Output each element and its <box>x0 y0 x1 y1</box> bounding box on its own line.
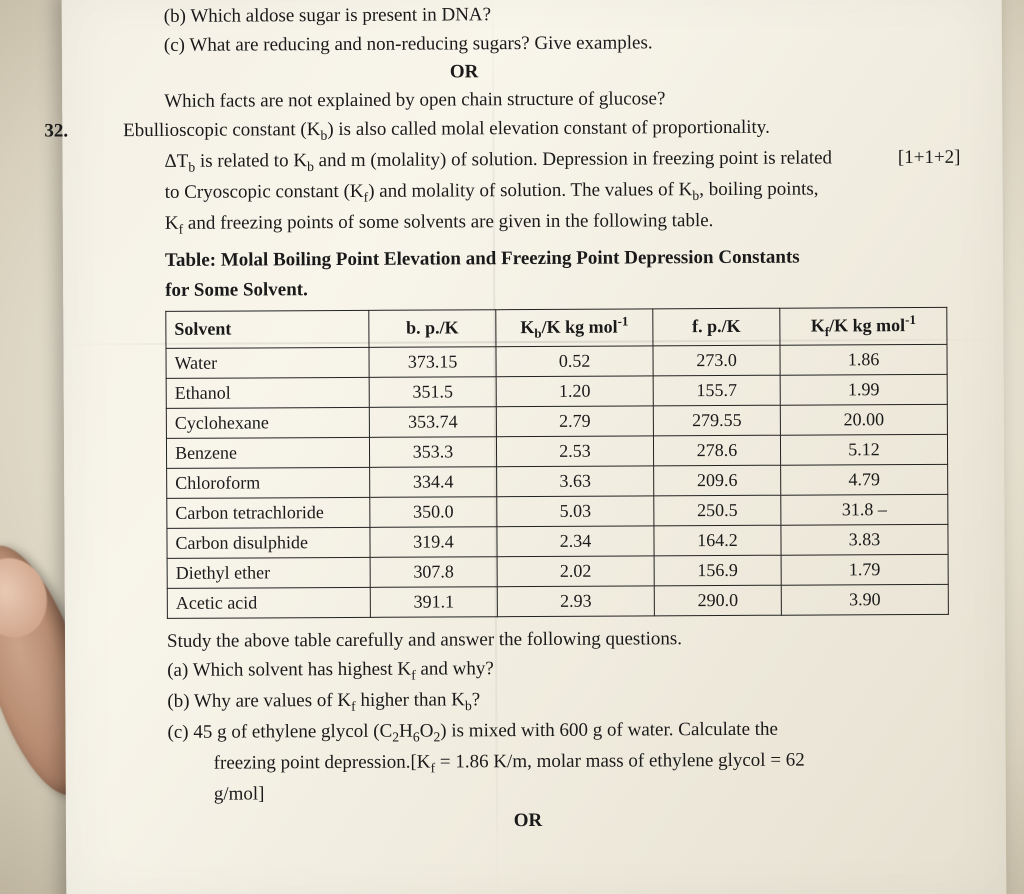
table-row: Ethanol351.51.20155.71.99 <box>166 374 947 408</box>
table-cell: Chloroform <box>167 467 370 498</box>
q32-line3: to Cryoscopic constant (Kf) and molality… <box>125 174 955 209</box>
table-cell: 278.6 <box>653 435 780 466</box>
table-cell: 3.83 <box>781 524 948 555</box>
table-title-sub: for Some Solvent. <box>125 272 955 306</box>
table-cell: Carbon disulphide <box>167 527 370 558</box>
table-cell: 155.7 <box>653 375 780 406</box>
table-cell: 279.55 <box>653 405 780 436</box>
table-cell: 164.2 <box>654 525 781 556</box>
table-cell: 353.3 <box>369 436 496 467</box>
table-body: Water373.150.52273.01.86Ethanol351.51.20… <box>166 344 948 618</box>
table-cell: Acetic acid <box>167 587 370 618</box>
sub-c-3: g/mol] <box>128 776 958 810</box>
table-row: Benzene353.32.53278.65.12 <box>166 434 947 468</box>
table-cell: 209.6 <box>654 465 781 496</box>
col-fp: f. p./K <box>653 308 780 345</box>
table-cell: 353.74 <box>369 406 496 437</box>
table-cell: 351.5 <box>369 376 496 407</box>
q32-text-2c: and m (molality) of solution. Depression… <box>314 148 832 172</box>
table-cell: 5.03 <box>497 496 654 527</box>
q32-text-4b: and freezing points of some solvents are… <box>183 210 713 234</box>
sub-b-q: (b) Why are values of Kf higher than Kb? <box>127 683 957 718</box>
q32-number: 32. <box>84 116 118 146</box>
table-cell: 20.00 <box>780 404 947 435</box>
q32-text-2b: is related to K <box>195 150 307 172</box>
table-cell: 319.4 <box>370 526 497 557</box>
col-bp: b. p./K <box>369 310 496 347</box>
q32-text-4a: K <box>165 213 179 234</box>
study-line: Study the above table carefully and answ… <box>127 623 957 657</box>
table-cell: 350.0 <box>370 496 497 527</box>
table-cell: 391.1 <box>370 586 497 617</box>
table-row: Carbon tetrachloride350.05.03250.531.8 – <box>167 494 948 528</box>
table-cell: 250.5 <box>654 495 781 526</box>
table-cell: 31.8 – <box>781 494 948 525</box>
q32-line1: 32. Ebullioscopic constant (Kb) is also … <box>124 112 954 147</box>
paper-sheet: (b) Which aldose sugar is present in DNA… <box>62 0 1007 894</box>
or-divider: OR <box>444 61 484 83</box>
table-row: Carbon disulphide319.42.34164.23.83 <box>167 524 948 558</box>
table-header-row: Solvent b. p./K Kb/K kg mol-1 f. p./K Kf… <box>166 308 947 349</box>
q32-line4: Kf and freezing points of some solvents … <box>125 205 955 240</box>
table-cell: Diethyl ether <box>167 557 370 588</box>
q32-text-1b: ) is also called molal elevation constan… <box>327 117 770 140</box>
table-cell: 290.0 <box>654 585 781 616</box>
table-cell: 1.79 <box>781 554 948 585</box>
q32-text-3c: , boiling points, <box>699 179 818 201</box>
table-cell: 373.15 <box>369 346 496 377</box>
table-cell: 273.0 <box>653 345 780 376</box>
table-cell: 2.79 <box>496 406 653 437</box>
table-cell: Benzene <box>166 437 369 468</box>
q32-text-3a: to Cryoscopic constant (K <box>165 181 364 203</box>
delta-t: ΔT <box>164 151 188 172</box>
table-row: Diethyl ether307.82.02156.91.79 <box>167 554 948 588</box>
col-kf: Kf/K kg mol-1 <box>780 308 947 345</box>
sub-c-1: (c) 45 g of ethylene glycol (C2H6O2) is … <box>127 714 957 749</box>
table-cell: 3.90 <box>781 584 948 615</box>
table-cell: 2.34 <box>497 526 654 557</box>
table-cell: 334.4 <box>370 466 497 497</box>
table-row: Acetic acid391.12.93290.03.90 <box>167 584 948 618</box>
table-row: Water373.150.52273.01.86 <box>166 344 947 378</box>
q32-line2: [1+1+2] ΔTb is related to Kb and m (mola… <box>124 143 954 178</box>
table-cell: Ethanol <box>166 377 369 408</box>
solvent-table: Solvent b. p./K Kb/K kg mol-1 f. p./K Kf… <box>165 307 949 619</box>
question-c: (c) What are reducing and non-reducing s… <box>124 27 954 61</box>
table-cell: 1.99 <box>780 374 947 405</box>
table-row: Chloroform334.43.63209.64.79 <box>167 464 948 498</box>
table-cell: 4.79 <box>781 464 948 495</box>
table-cell: 5.12 <box>780 434 947 465</box>
q32-text-3b: ) and molality of solution. The values o… <box>368 179 692 202</box>
table-cell: Carbon tetrachloride <box>167 497 370 528</box>
table-cell: 307.8 <box>370 556 497 587</box>
table-cell: 2.02 <box>497 556 654 587</box>
question-b: (b) Which aldose sugar is present in DNA… <box>124 0 954 32</box>
table-title: Table: Molal Boiling Point Elevation and… <box>125 242 955 276</box>
table-cell: Water <box>166 347 369 378</box>
or-divider-2: OR <box>508 810 548 832</box>
table-cell: 2.93 <box>497 586 654 617</box>
table-cell: 2.53 <box>496 436 653 467</box>
q32-text-1a: Ebullioscopic constant (K <box>123 119 320 141</box>
table-cell: 0.52 <box>496 346 653 377</box>
sub-c-2: freezing point depression.[Kf = 1.86 K/m… <box>128 745 958 780</box>
table-cell: Cyclohexane <box>166 407 369 438</box>
table-row: Cyclohexane353.742.79279.5520.00 <box>166 404 947 438</box>
table-cell: 156.9 <box>654 555 781 586</box>
sub-a: (a) Which solvent has highest Kf and why… <box>127 652 957 687</box>
q32-marks: [1+1+2] <box>898 143 961 173</box>
col-solvent: Solvent <box>166 311 369 349</box>
table-cell: 3.63 <box>497 466 654 497</box>
or-question: Which facts are not explained by open ch… <box>124 83 954 117</box>
col-kb: Kb/K kg mol-1 <box>496 309 653 346</box>
table-cell: 1.20 <box>496 376 653 407</box>
table-cell: 1.86 <box>780 344 947 375</box>
